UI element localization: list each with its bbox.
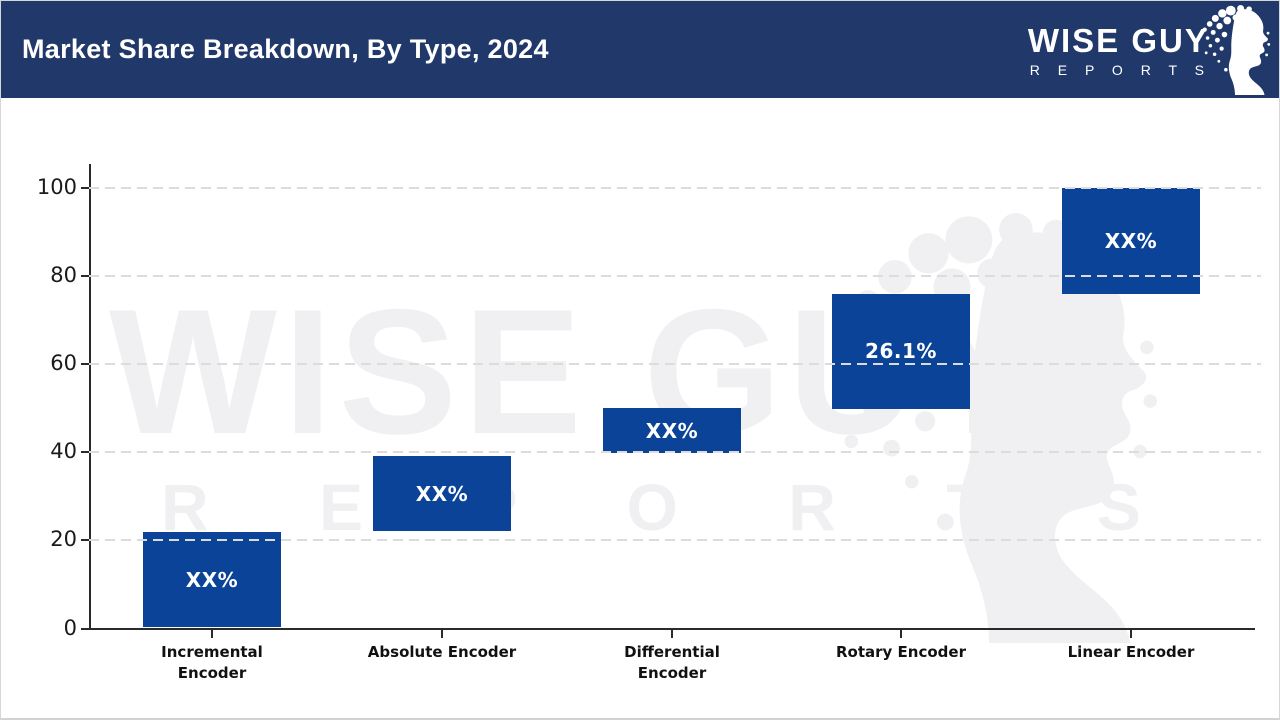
wiseguy-logo-text: WISE GUY R E P O R T S (1026, 22, 1211, 78)
bar-absolute-encoder: XX% (373, 456, 511, 532)
gridline (89, 274, 1261, 277)
header-bar: Market Share Breakdown, By Type, 2024 WI… (1, 1, 1279, 98)
y-tick-mark (81, 274, 89, 277)
y-tick-mark (81, 362, 89, 365)
x-tick-mark (900, 629, 902, 638)
y-tick-mark (81, 451, 89, 454)
chart-title: Market Share Breakdown, By Type, 2024 (22, 34, 549, 64)
x-category-label: Linear Encoder (1067, 642, 1195, 661)
y-tick-label: 20 (50, 527, 77, 552)
y-axis-line (89, 164, 91, 630)
x-tick-mark (1130, 629, 1132, 638)
bar-value-label: XX% (185, 567, 239, 592)
bar-value-label: XX% (645, 418, 699, 443)
y-tick-mark (81, 539, 89, 542)
gridline (89, 362, 1261, 365)
bar-linear-encoder: XX% (1062, 188, 1200, 294)
x-category-label: Differential Encoder (624, 642, 720, 682)
y-tick-label: 100 (36, 174, 77, 199)
x-tick-mark (211, 629, 213, 638)
y-tick-label: 0 (63, 615, 77, 640)
wiseguy-logo: WISE GUY R E P O R T S (1026, 5, 1273, 95)
x-category-label: Incremental Encoder (161, 642, 263, 682)
bar-value-label: 26.1% (865, 339, 937, 364)
bar-rotary-encoder: 26.1% (832, 293, 970, 409)
x-tick-mark (441, 629, 443, 638)
y-tick-label: 40 (50, 439, 77, 464)
y-tick-mark (81, 186, 89, 189)
bar-differential-encoder: XX% (603, 408, 741, 453)
plot-area: 0 20 40 60 80 100 XX% Incremental Encoder XX% Abso… (1, 98, 1279, 718)
y-tick-label: 80 (50, 262, 77, 287)
y-tick-label: 60 (50, 350, 77, 375)
bar-value-label: XX% (415, 481, 469, 506)
y-tick-mark (81, 627, 89, 630)
gridline (89, 539, 1261, 542)
x-category-label: Rotary Encoder (836, 642, 966, 661)
logo-wordmark: WISE GUY (1027, 22, 1209, 59)
gridline (89, 186, 1261, 189)
gridline (89, 451, 1261, 454)
bar-incremental-encoder: XX% (143, 532, 281, 628)
logo-subtitle: R E P O R T S (1029, 62, 1211, 78)
x-axis-line (89, 627, 1255, 630)
x-category-label: Absolute Encoder (367, 642, 517, 661)
bar-value-label: XX% (1104, 228, 1158, 253)
x-tick-mark (671, 629, 673, 638)
